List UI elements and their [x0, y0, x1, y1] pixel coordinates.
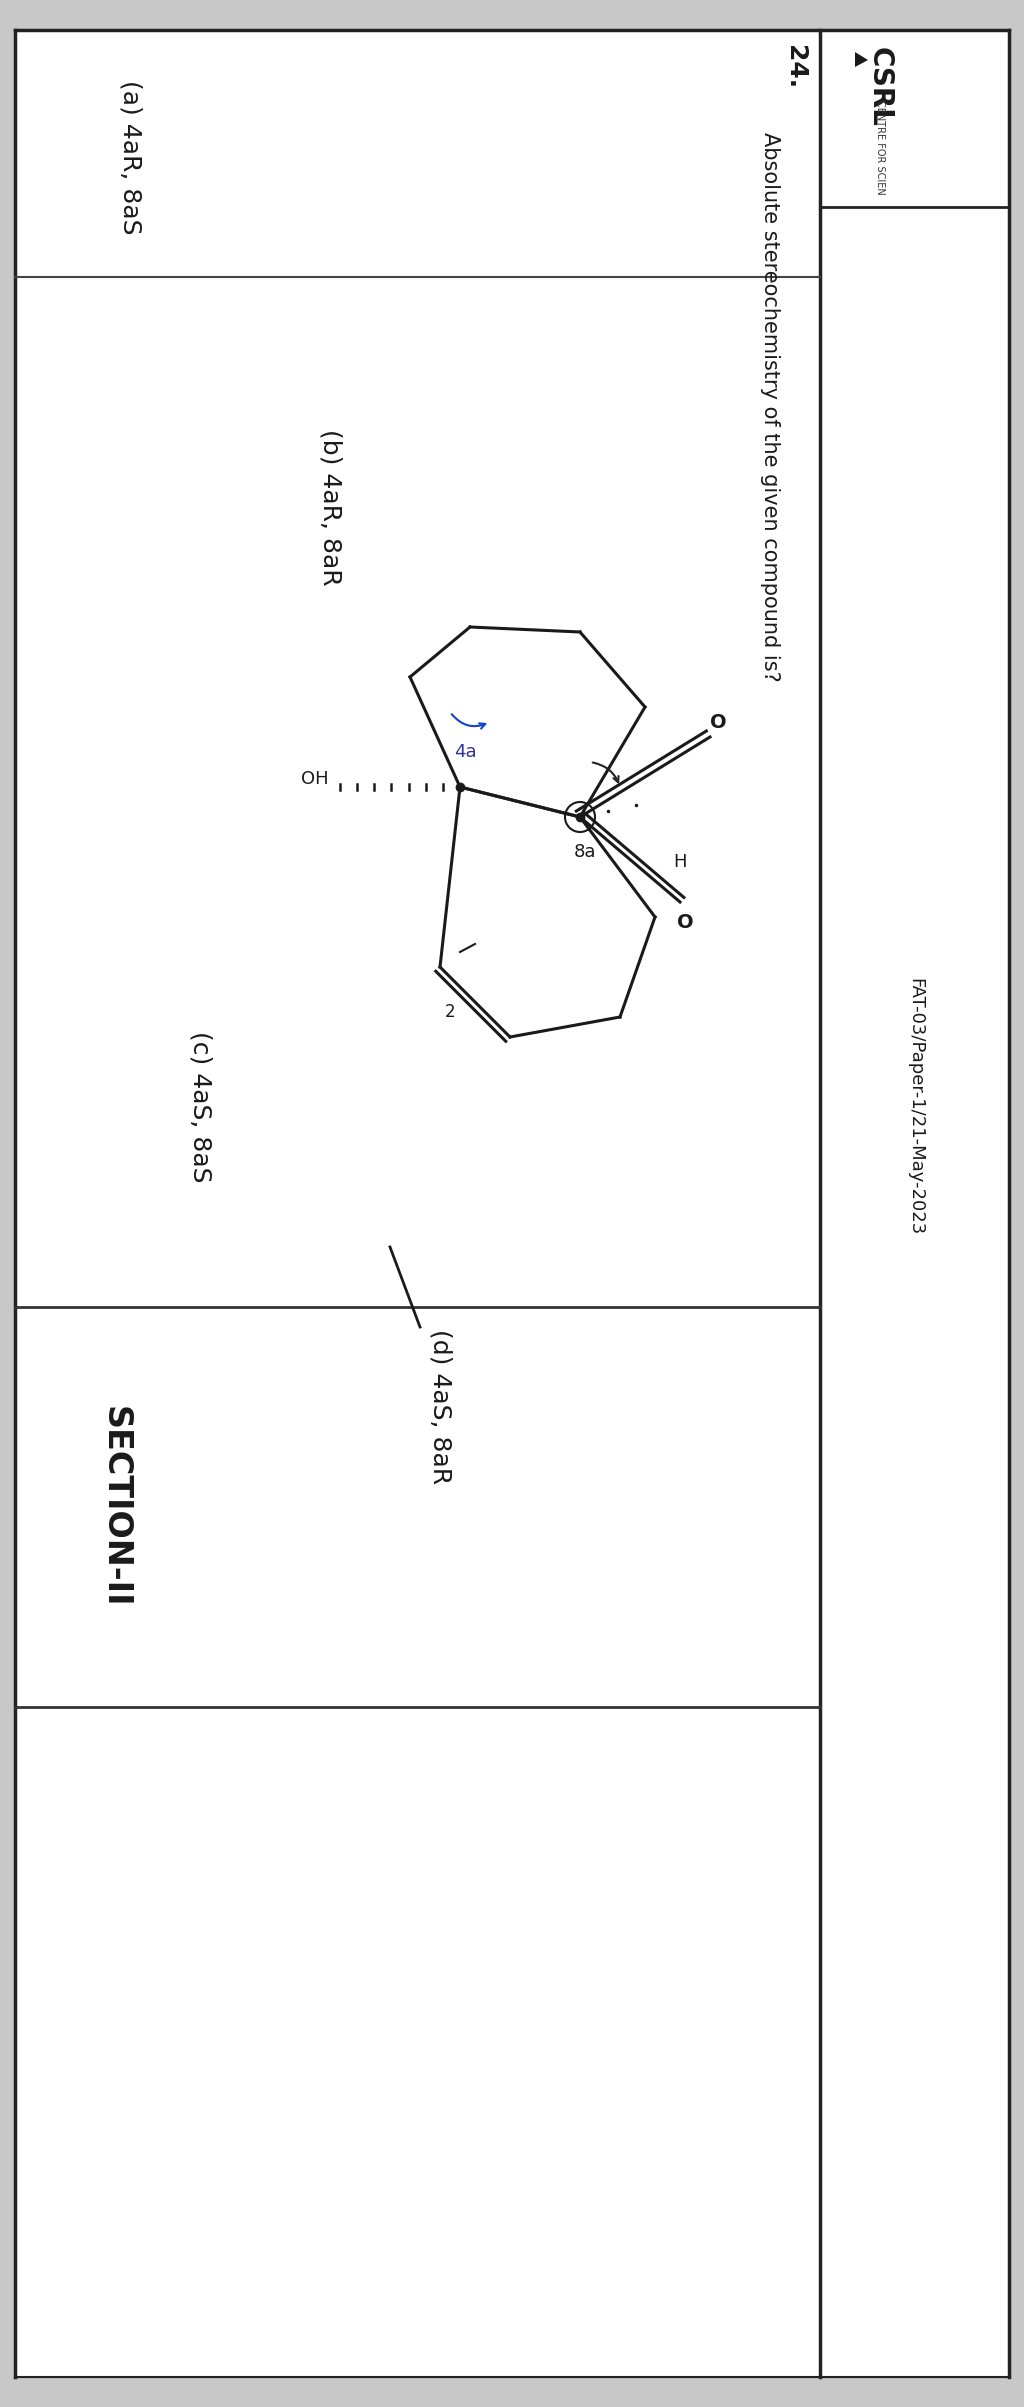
Text: FAT-03/Paper-1/21-May-2023: FAT-03/Paper-1/21-May-2023	[906, 977, 924, 1235]
Text: 8a: 8a	[573, 842, 596, 862]
Text: CENTRE FOR SCIEN: CENTRE FOR SCIEN	[874, 99, 885, 195]
Text: (c) 4aS, 8aS: (c) 4aS, 8aS	[188, 1030, 212, 1182]
Polygon shape	[855, 53, 868, 67]
Text: (a) 4aR, 8aS: (a) 4aR, 8aS	[118, 79, 142, 233]
Text: 2: 2	[444, 1004, 456, 1021]
Text: H: H	[673, 852, 687, 871]
Text: 4a: 4a	[454, 744, 476, 761]
Text: 24.: 24.	[783, 46, 807, 89]
Text: O: O	[710, 712, 726, 732]
Text: O: O	[677, 912, 693, 932]
Text: (b) 4aR, 8aR: (b) 4aR, 8aR	[318, 428, 342, 585]
Text: CSRL: CSRL	[866, 48, 894, 128]
Text: OH: OH	[301, 770, 329, 787]
Text: Absolute stereochemistry of the given compound is?: Absolute stereochemistry of the given co…	[760, 132, 780, 681]
Text: (d) 4aS, 8aR: (d) 4aS, 8aR	[428, 1329, 452, 1485]
Text: SECTION-II: SECTION-II	[98, 1406, 131, 1608]
